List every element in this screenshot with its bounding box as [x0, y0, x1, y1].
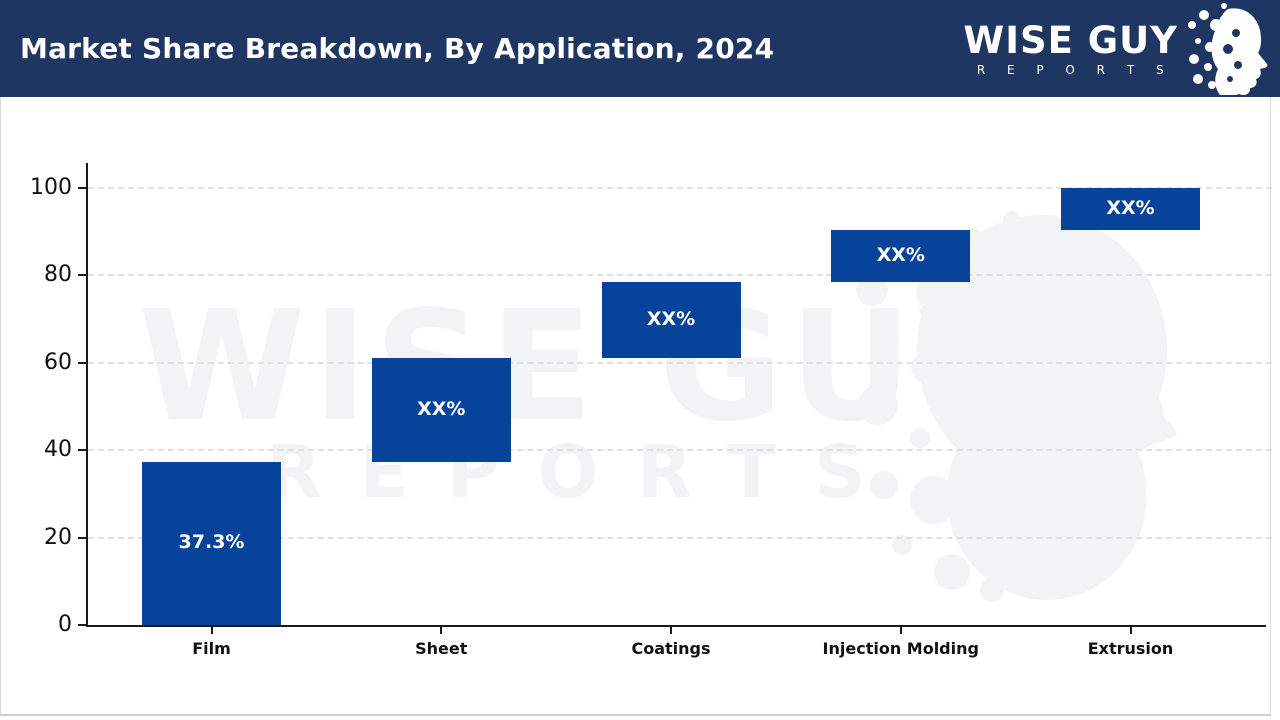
y-axis-tick-label: 40 — [44, 437, 72, 463]
y-axis-tick — [78, 536, 86, 539]
gridline-y80 — [88, 274, 1272, 277]
bar-value-label: XX% — [1106, 196, 1155, 219]
y-axis-tick-label: 60 — [44, 349, 72, 375]
brand-name: WISE GUY — [963, 18, 1178, 62]
y-axis-tick — [78, 624, 86, 626]
header-bar: Market Share Breakdown, By Application, … — [0, 0, 1280, 97]
bar-extrusion — [1061, 188, 1200, 230]
watermark-text-line1: WISE GUY — [138, 278, 1035, 455]
gridline-y20 — [88, 536, 1272, 539]
y-axis-tick — [78, 274, 86, 277]
y-axis-tick-label: 0 — [58, 612, 72, 637]
y-axis-line — [86, 163, 88, 627]
y-axis-tick — [78, 361, 86, 364]
x-axis-tick — [440, 627, 443, 634]
brand-logo: WISE GUY R E P O R T S — [963, 0, 1268, 97]
watermark-text-line2: REPORTS — [266, 430, 904, 514]
brand-logo-text: WISE GUY R E P O R T S — [963, 22, 1178, 76]
bar-value-label: XX% — [646, 308, 696, 331]
y-axis-tick-label: 80 — [44, 262, 72, 288]
bar-value-label: XX% — [417, 398, 466, 421]
x-axis-line — [86, 625, 1266, 627]
watermark-head-icon — [856, 211, 1182, 602]
y-axis-tick-label: 100 — [30, 175, 72, 200]
y-axis-tick — [78, 187, 86, 189]
bar-sheet — [371, 358, 511, 462]
x-axis-category-label: Coatings — [631, 639, 711, 658]
x-axis-tick — [670, 627, 672, 634]
y-axis-tick — [78, 449, 86, 452]
x-axis-tick — [210, 627, 213, 634]
brand-subname: R E P O R T S — [976, 62, 1173, 77]
x-axis-category-label: Film — [192, 639, 231, 658]
y-axis-tick-label: 20 — [44, 524, 72, 550]
bar-film — [142, 461, 281, 625]
x-axis-category-label: Extrusion — [1087, 639, 1174, 658]
x-axis-category-label: Injection Molding — [822, 639, 979, 658]
x-axis-tick — [899, 627, 902, 634]
x-axis-category-label: Sheet — [415, 639, 468, 658]
page-title: Market Share Breakdown, By Application, … — [20, 32, 775, 65]
bar-injection-molding — [831, 229, 971, 282]
bar-value-label: 37.3% — [178, 531, 245, 554]
bar-coatings — [601, 281, 741, 359]
x-axis-tick — [1129, 627, 1132, 634]
bar-value-label: XX% — [876, 243, 925, 266]
gridline-y40 — [88, 449, 1272, 452]
gridline-y60 — [88, 361, 1272, 364]
brand-head-icon — [1188, 2, 1268, 95]
gridline-y100 — [88, 187, 1272, 189]
